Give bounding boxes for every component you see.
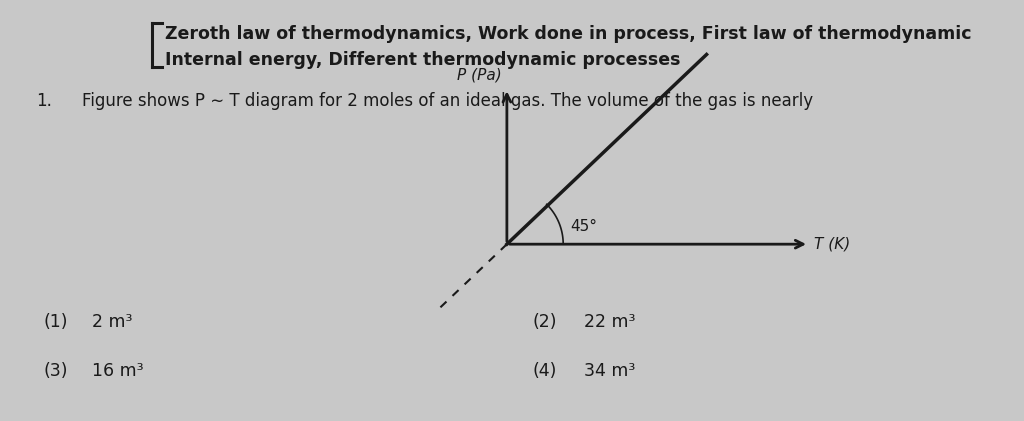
Text: (2): (2)	[532, 313, 557, 331]
Text: Zeroth law of thermodynamics, Work done in process, First law of thermodynamic: Zeroth law of thermodynamics, Work done …	[165, 25, 972, 43]
Text: 22 m³: 22 m³	[584, 313, 635, 331]
Text: (1): (1)	[43, 313, 68, 331]
Text: 45°: 45°	[570, 219, 597, 234]
Text: (3): (3)	[43, 362, 68, 380]
Text: 16 m³: 16 m³	[92, 362, 143, 380]
Text: 2 m³: 2 m³	[92, 313, 133, 331]
Text: P (Pa): P (Pa)	[457, 67, 502, 82]
Text: 1.: 1.	[36, 92, 52, 110]
Text: T (K): T (K)	[814, 237, 850, 252]
Text: Figure shows P ∼ T diagram for 2 moles of an ideal gas. The volume of the gas is: Figure shows P ∼ T diagram for 2 moles o…	[82, 92, 813, 110]
Text: (4): (4)	[532, 362, 557, 380]
Text: 34 m³: 34 m³	[584, 362, 635, 380]
Text: Internal energy, Different thermodynamic processes: Internal energy, Different thermodynamic…	[165, 51, 680, 69]
